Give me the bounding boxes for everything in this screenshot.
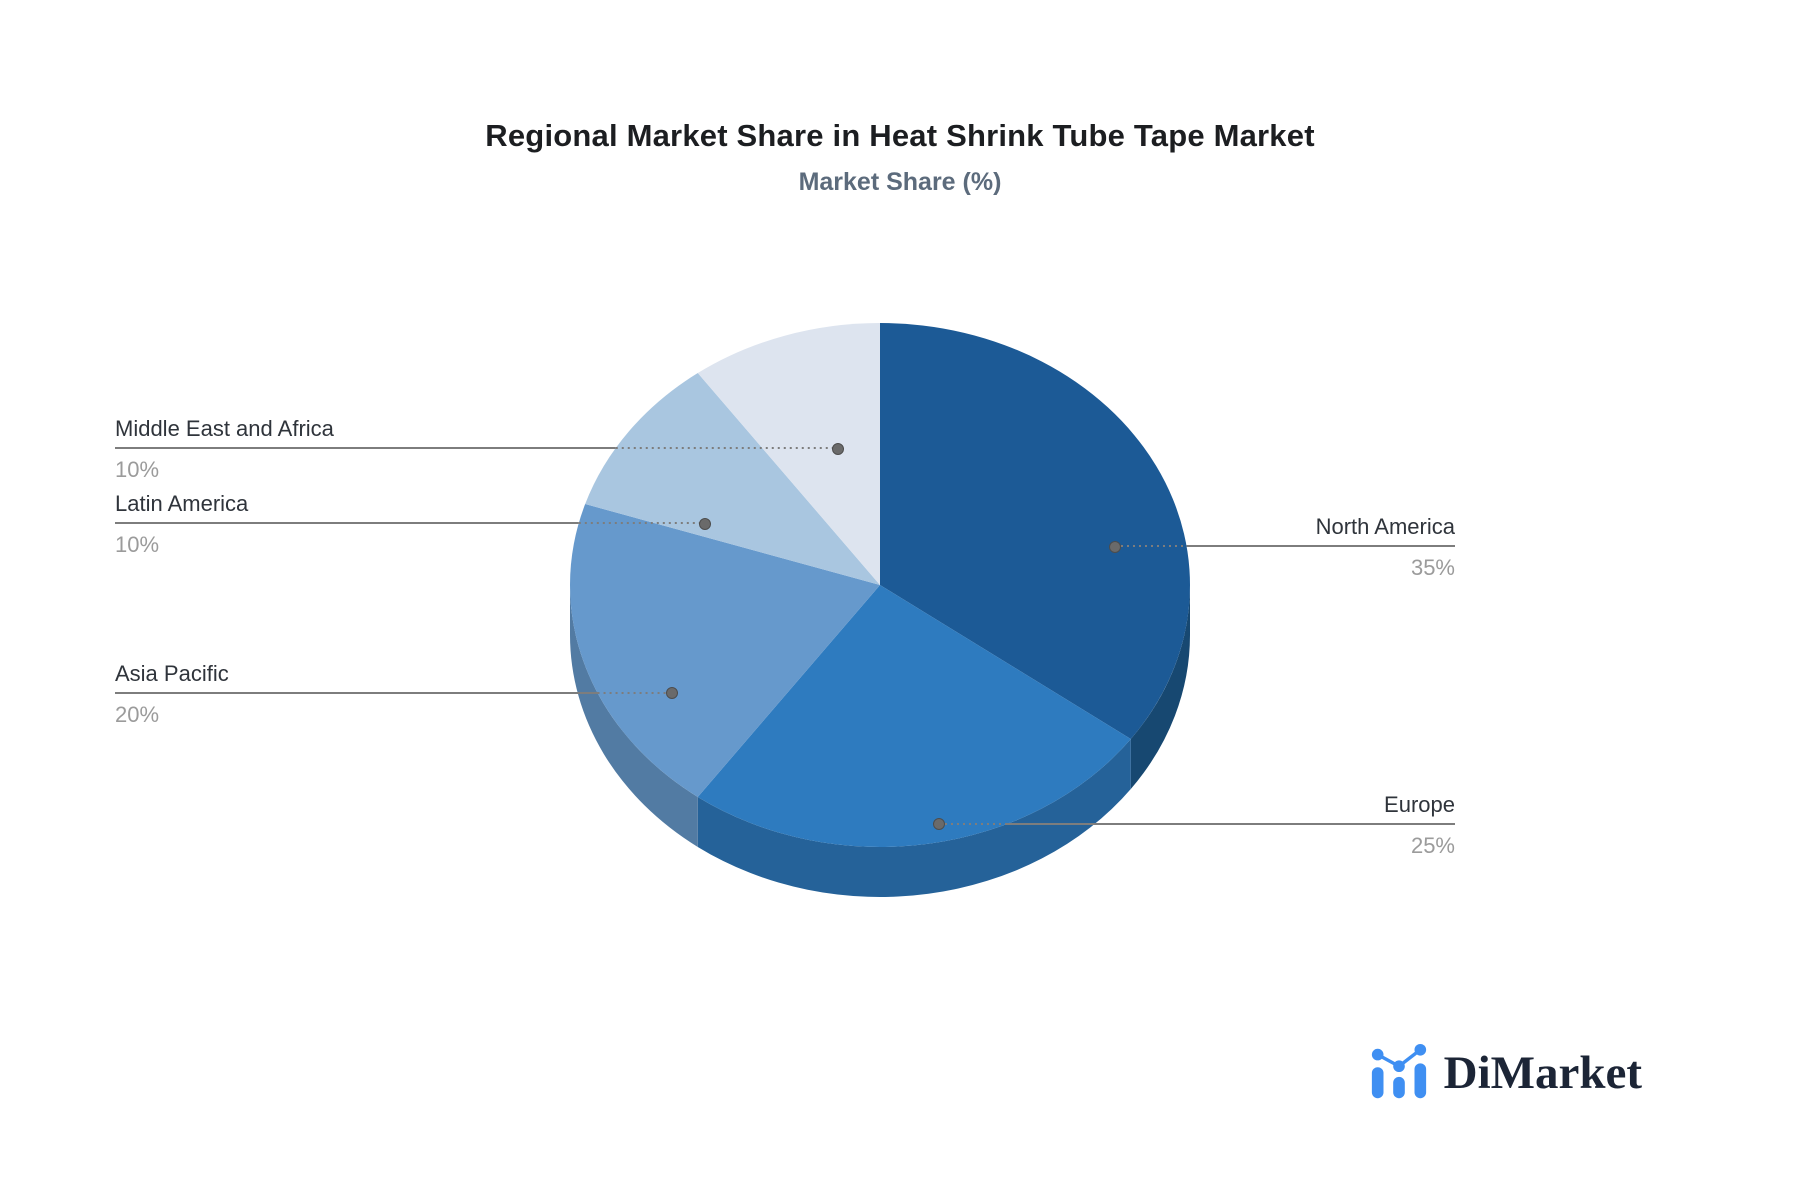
pie-slice-europe[interactable] xyxy=(697,585,1131,848)
pie-slice-latin-america[interactable] xyxy=(585,373,880,585)
leader-middle-east-and-africa xyxy=(115,443,844,455)
pie-slice-europe-side xyxy=(697,738,1131,898)
brand-logo: DiMarket xyxy=(1368,1042,1642,1104)
slice-value-middle-east-and-africa: 10% xyxy=(115,457,160,482)
leader-north-america xyxy=(1109,541,1455,553)
slice-value-north-america: 35% xyxy=(1410,555,1455,580)
chart-subtitle: Market Share (%) xyxy=(798,168,1002,196)
slice-value-asia-pacific: 20% xyxy=(115,702,160,727)
slice-label-middle-east-and-africa: Middle East and Africa xyxy=(115,416,334,441)
pie-slice-middle-east-and-africa[interactable] xyxy=(697,323,880,585)
slice-value-latin-america: 10% xyxy=(115,532,160,557)
pie-slice-asia-pacific[interactable] xyxy=(570,504,880,797)
chart-title: Regional Market Share in Heat Shrink Tub… xyxy=(485,118,1315,153)
slice-label-north-america: North America xyxy=(1315,514,1455,539)
leader-latin-america xyxy=(115,518,711,530)
slice-value-europe: 25% xyxy=(1410,833,1455,858)
bar-chart-icon xyxy=(1371,1043,1426,1099)
pie-slice-asia-pacific-side xyxy=(570,585,698,847)
leader-asia-pacific xyxy=(115,687,678,699)
slice-label-asia-pacific: Asia Pacific xyxy=(115,661,229,686)
pie-slice-north-america[interactable] xyxy=(880,323,1190,739)
slice-label-europe: Europe xyxy=(1384,792,1455,817)
leader-europe xyxy=(933,818,1455,830)
pie-slice-north-america-side xyxy=(1130,585,1190,789)
slice-label-latin-america: Latin America xyxy=(115,491,249,516)
brand-name: DiMarket xyxy=(1443,1046,1642,1099)
